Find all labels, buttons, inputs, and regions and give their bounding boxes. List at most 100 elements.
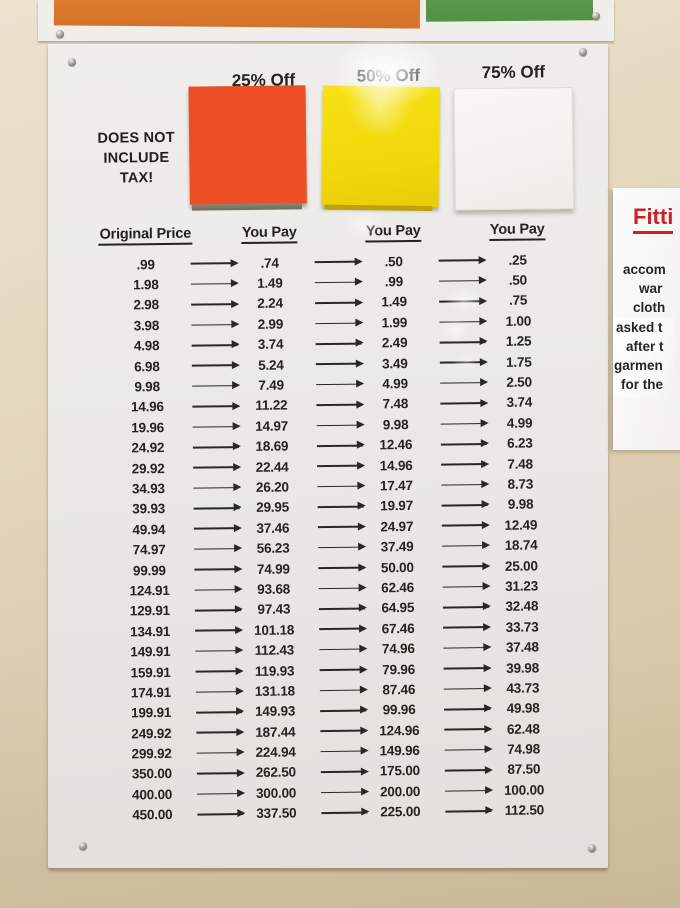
arrow-icon [321, 791, 368, 794]
color-swatch-white [453, 86, 575, 211]
arrow-icon [318, 607, 365, 610]
original-price-value: 174.91 [130, 684, 172, 701]
arrow-icon [440, 442, 487, 446]
original-price-value: .99 [136, 256, 155, 273]
arrow-icon [194, 588, 241, 591]
table-row: 450.00 337.50 225.00 112.50 [104, 800, 572, 826]
arrow-icon [439, 300, 486, 303]
arrow-icon [193, 486, 240, 489]
arrow-icon [441, 504, 488, 507]
arrow-icon [318, 587, 365, 590]
arrow-icon [316, 403, 363, 406]
arrow-icon [191, 303, 238, 306]
arrow-icon [316, 444, 363, 447]
original-price-value: 299.92 [131, 745, 172, 762]
arrow-icon [319, 689, 366, 692]
arrow-icon [190, 262, 237, 265]
arrow-icon [314, 281, 361, 284]
original-price-value: 249.92 [131, 725, 172, 742]
top-banner-green [425, 0, 594, 22]
arrow-icon [320, 770, 367, 773]
fitting-room-text: accom war cloth asked t after t garmen f… [613, 260, 680, 394]
arrow-icon [195, 670, 242, 673]
screw [588, 844, 596, 852]
original-price-value: 74.97 [132, 542, 166, 558]
arrow-icon [443, 667, 490, 670]
original-price-value: 400.00 [131, 786, 173, 803]
arrow-icon [438, 279, 485, 283]
arrow-icon [316, 383, 363, 386]
header-you-pay-75: You Pay [488, 221, 546, 242]
arrow-icon [443, 626, 490, 629]
arrow-icon [442, 585, 489, 588]
original-price-value: 350.00 [131, 766, 173, 782]
original-price-value: 450.00 [132, 807, 173, 823]
arrow-icon [439, 341, 486, 344]
arrow-icon [318, 546, 365, 549]
arrow-icon [196, 711, 243, 714]
original-price-value: 124.91 [129, 582, 170, 599]
arrow-icon [317, 485, 364, 488]
original-price-value: 99.99 [132, 562, 166, 578]
arrow-icon [195, 629, 242, 632]
screw [592, 12, 600, 20]
arrow-icon [444, 728, 491, 731]
fitting-room-line: war [639, 281, 663, 297]
original-price-value: 29.92 [131, 460, 165, 476]
arrow-icon [193, 507, 240, 510]
arrow-icon [438, 259, 485, 262]
arrow-icon [441, 463, 488, 466]
arrow-icon [440, 402, 487, 405]
top-banner-backing: fabulous! [38, 0, 614, 41]
fitting-room-line: for the [621, 377, 663, 393]
original-price-value: 159.91 [130, 664, 171, 680]
arrow-icon [441, 483, 488, 486]
arrow-icon [317, 505, 364, 508]
original-price-value: 9.98 [134, 379, 160, 395]
arrow-icon [195, 649, 242, 653]
arrow-icon [197, 792, 244, 795]
original-price-value: 34.93 [131, 480, 165, 497]
original-price-value: 4.98 [133, 338, 160, 354]
arrow-icon [191, 364, 238, 367]
original-price-value: 149.91 [130, 644, 171, 660]
original-price-value: 14.96 [130, 399, 164, 415]
arrow-icon [441, 524, 488, 527]
banner-text-fragment: fabulous! [68, 0, 141, 3]
arrow-icon [196, 751, 243, 754]
arrow-icon [318, 566, 365, 569]
original-price-value: 134.91 [129, 623, 171, 640]
arrow-icon [195, 690, 242, 693]
arrow-icon [440, 381, 487, 384]
arrow-icon [193, 527, 240, 530]
arrow-icon [196, 731, 243, 734]
arrow-icon [445, 789, 492, 792]
arrow-icon [319, 648, 366, 651]
screw [56, 30, 64, 38]
arrow-icon [192, 384, 239, 387]
arrow-icon [315, 322, 362, 325]
arrow-icon [196, 772, 243, 775]
arrow-icon [315, 301, 362, 304]
arrow-icon [190, 282, 237, 286]
arrow-icon [194, 568, 241, 571]
arrow-icon [317, 464, 364, 468]
arrow-icon [320, 729, 367, 733]
arrow-icon [440, 422, 487, 425]
original-price-value: 3.98 [133, 317, 160, 334]
arrow-icon [315, 342, 362, 345]
fitting-room-line: asked t [616, 319, 663, 335]
screw [579, 48, 587, 56]
original-price-value: 49.94 [132, 521, 166, 538]
discount-sign-board: DOES NOT INCLUDE TAX! 25% Off 50% Off 75… [48, 34, 608, 868]
arrow-icon [321, 811, 368, 814]
original-price-value: 1.98 [133, 277, 159, 293]
fitting-room-line: garmen [614, 358, 663, 374]
arrow-icon [319, 668, 366, 671]
price-table-header: Original Price You Pay You Pay You Pay [97, 221, 565, 251]
original-price-value: 129.91 [129, 603, 171, 619]
arrow-icon [320, 750, 367, 753]
screw [68, 58, 76, 66]
fitting-room-line: after t [626, 338, 664, 354]
arrow-icon [192, 425, 239, 428]
